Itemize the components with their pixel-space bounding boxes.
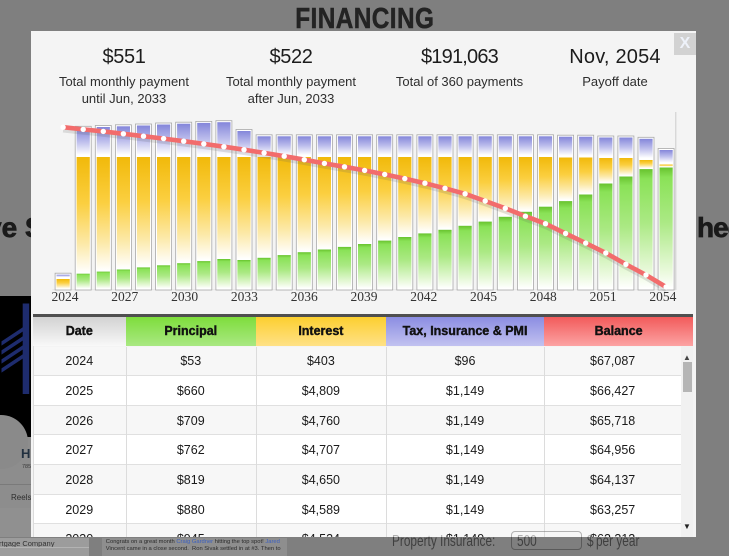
svg-text:2036: 2036 [290, 289, 317, 304]
svg-text:2042: 2042 [410, 289, 437, 304]
svg-text:2039: 2039 [350, 289, 377, 304]
svg-text:2024: 2024 [51, 289, 78, 304]
svg-text:2051: 2051 [589, 289, 616, 304]
svg-text:2045: 2045 [470, 289, 497, 304]
svg-text:2033: 2033 [230, 289, 257, 304]
svg-text:2048: 2048 [529, 289, 556, 304]
svg-text:2030: 2030 [171, 289, 198, 304]
svg-text:2054: 2054 [649, 289, 676, 304]
svg-text:2027: 2027 [111, 289, 138, 304]
